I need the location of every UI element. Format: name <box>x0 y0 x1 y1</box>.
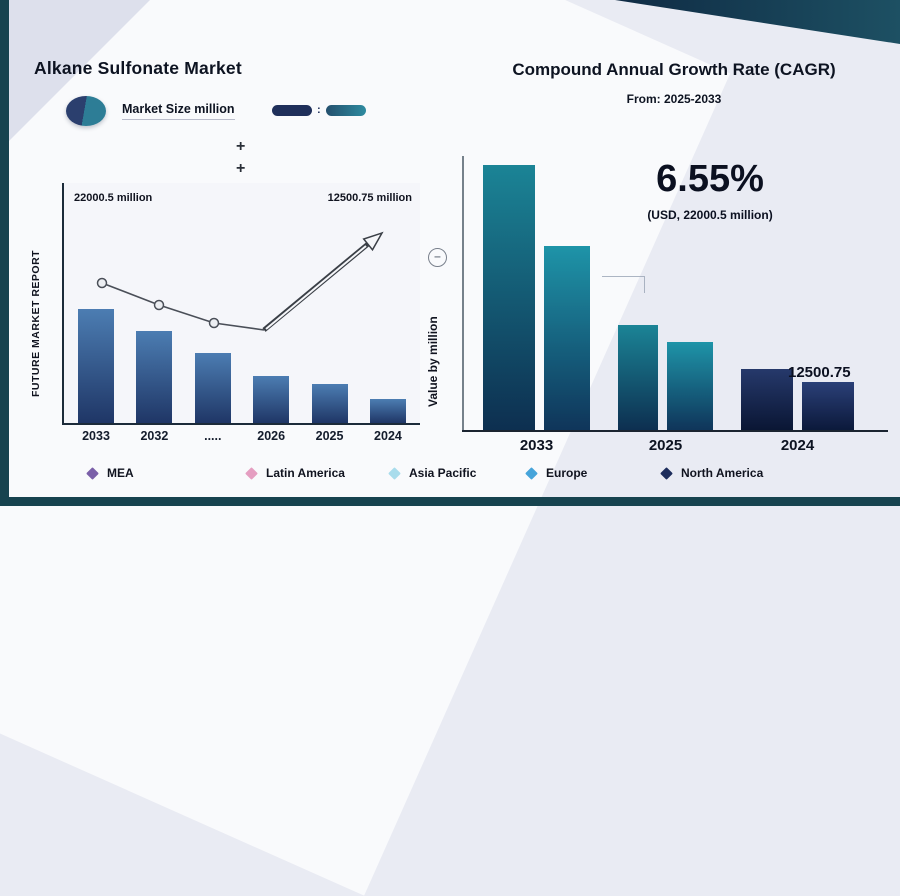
cagr-group-2024 <box>741 368 854 430</box>
cagr-x-axis <box>462 429 888 432</box>
cagr-annotation-value: 12500.75 <box>788 364 851 381</box>
trend-line-arrow-icon <box>96 231 384 332</box>
cagr-bar-2025-1 <box>618 324 658 430</box>
plus-icon: + <box>236 160 246 177</box>
cagr-value: 6.55% <box>656 158 764 200</box>
diamond-icon <box>245 466 258 480</box>
market-xlabel-2025: 2025 <box>315 429 344 443</box>
legend-label: Asia Pacific <box>409 466 477 480</box>
cagr-xlabel-2025: 2025 <box>648 437 683 454</box>
market-bar-2025 <box>311 384 348 423</box>
cagr-xlabel-2033: 2033 <box>519 437 554 454</box>
step-decoration <box>602 276 645 293</box>
legend-item-mea: MEA <box>86 466 134 480</box>
market-bar-2032 <box>136 331 173 423</box>
market-size-chart: 22000.5 million 12500.75 million <box>62 183 420 425</box>
market-xlabel-2032: 2032 <box>140 429 169 443</box>
pill-legend: : <box>272 104 366 116</box>
market-bar-2024 <box>369 399 406 423</box>
cagr-bar-2025-2 <box>667 341 713 430</box>
legend-label: Latin America <box>266 466 345 480</box>
legend-label: MEA <box>107 466 134 480</box>
left-border-strip <box>0 0 9 506</box>
market-xlabel-2024: 2024 <box>374 429 402 443</box>
annotation-2033-value: 22000.5 million <box>74 192 153 204</box>
cagr-bar-2033-1 <box>483 164 535 430</box>
legend-label: Europe <box>546 466 588 480</box>
cagr-group-2033 <box>483 164 590 430</box>
market-xlabel-2026: 2026 <box>257 429 286 443</box>
legend-item-north-america: North America <box>660 466 764 480</box>
legend-item-latin-america: Latin America <box>245 466 345 480</box>
corner-top-right-decoration <box>615 0 900 44</box>
cagr-bar-2024-2 <box>802 381 854 430</box>
cagr-group-2025 <box>618 324 713 430</box>
annotation-2024-value: 12500.75 million <box>327 192 412 204</box>
value-axis-label: Value by million <box>426 316 440 408</box>
cagr-title: Compound Annual Growth Rate (CAGR) <box>512 60 836 79</box>
bottom-border-strip <box>0 497 900 506</box>
market-xlabel-.....: ..... <box>204 429 222 443</box>
plus-icon: + <box>236 138 246 155</box>
cagr-xlabels: 2033 2025 2024 <box>483 437 854 454</box>
market-size-legend: Market Size million <box>66 96 235 126</box>
left-chart-title: Alkane Sulfonate Market <box>34 58 242 78</box>
diamond-icon <box>525 466 538 480</box>
market-xlabel-2033: 2033 <box>82 429 110 443</box>
diamond-icon <box>388 466 401 480</box>
market-bar-2033 <box>78 309 114 423</box>
market-bar-2026 <box>253 376 290 423</box>
cagr-bar-2033-2 <box>544 245 590 430</box>
sphere-icon <box>66 96 106 126</box>
cagr-bar-groups <box>483 164 854 430</box>
cagr-bar-2024-1 <box>741 368 793 430</box>
market-xlabels: 2033 2032..... 2026 2025 2024 <box>78 429 406 443</box>
market-bars <box>78 309 406 423</box>
pill-gradient-icon <box>325 104 366 116</box>
market-size-legend-label: Market Size million <box>122 102 235 120</box>
pill-dark-icon <box>272 104 312 116</box>
diamond-icon <box>660 466 673 480</box>
diamond-icon <box>86 466 99 480</box>
legend-label: North America <box>681 466 764 480</box>
cagr-xlabel-2024: 2024 <box>780 437 815 454</box>
cagr-y-axis <box>462 156 464 432</box>
legend-item-asia-pacific: Asia Pacific <box>388 466 477 480</box>
market-bar-..... <box>194 353 231 423</box>
legend-item-europe: Europe <box>525 466 588 480</box>
region-legend: MEA Latin America Asia Pacific Europe North … <box>0 462 900 488</box>
pill-colon: : <box>317 104 321 116</box>
cagr-basis-note: (USD, 22000.5 million) <box>647 208 773 222</box>
cagr-chart: 2033 2025 2024 12500.75 <box>462 150 888 454</box>
minus-circle-icon: – <box>428 248 447 267</box>
cagr-subtitle: From: 2025-2033 <box>626 92 722 106</box>
left-chart-ylabel: FUTURE MARKET REPORT <box>30 249 42 397</box>
